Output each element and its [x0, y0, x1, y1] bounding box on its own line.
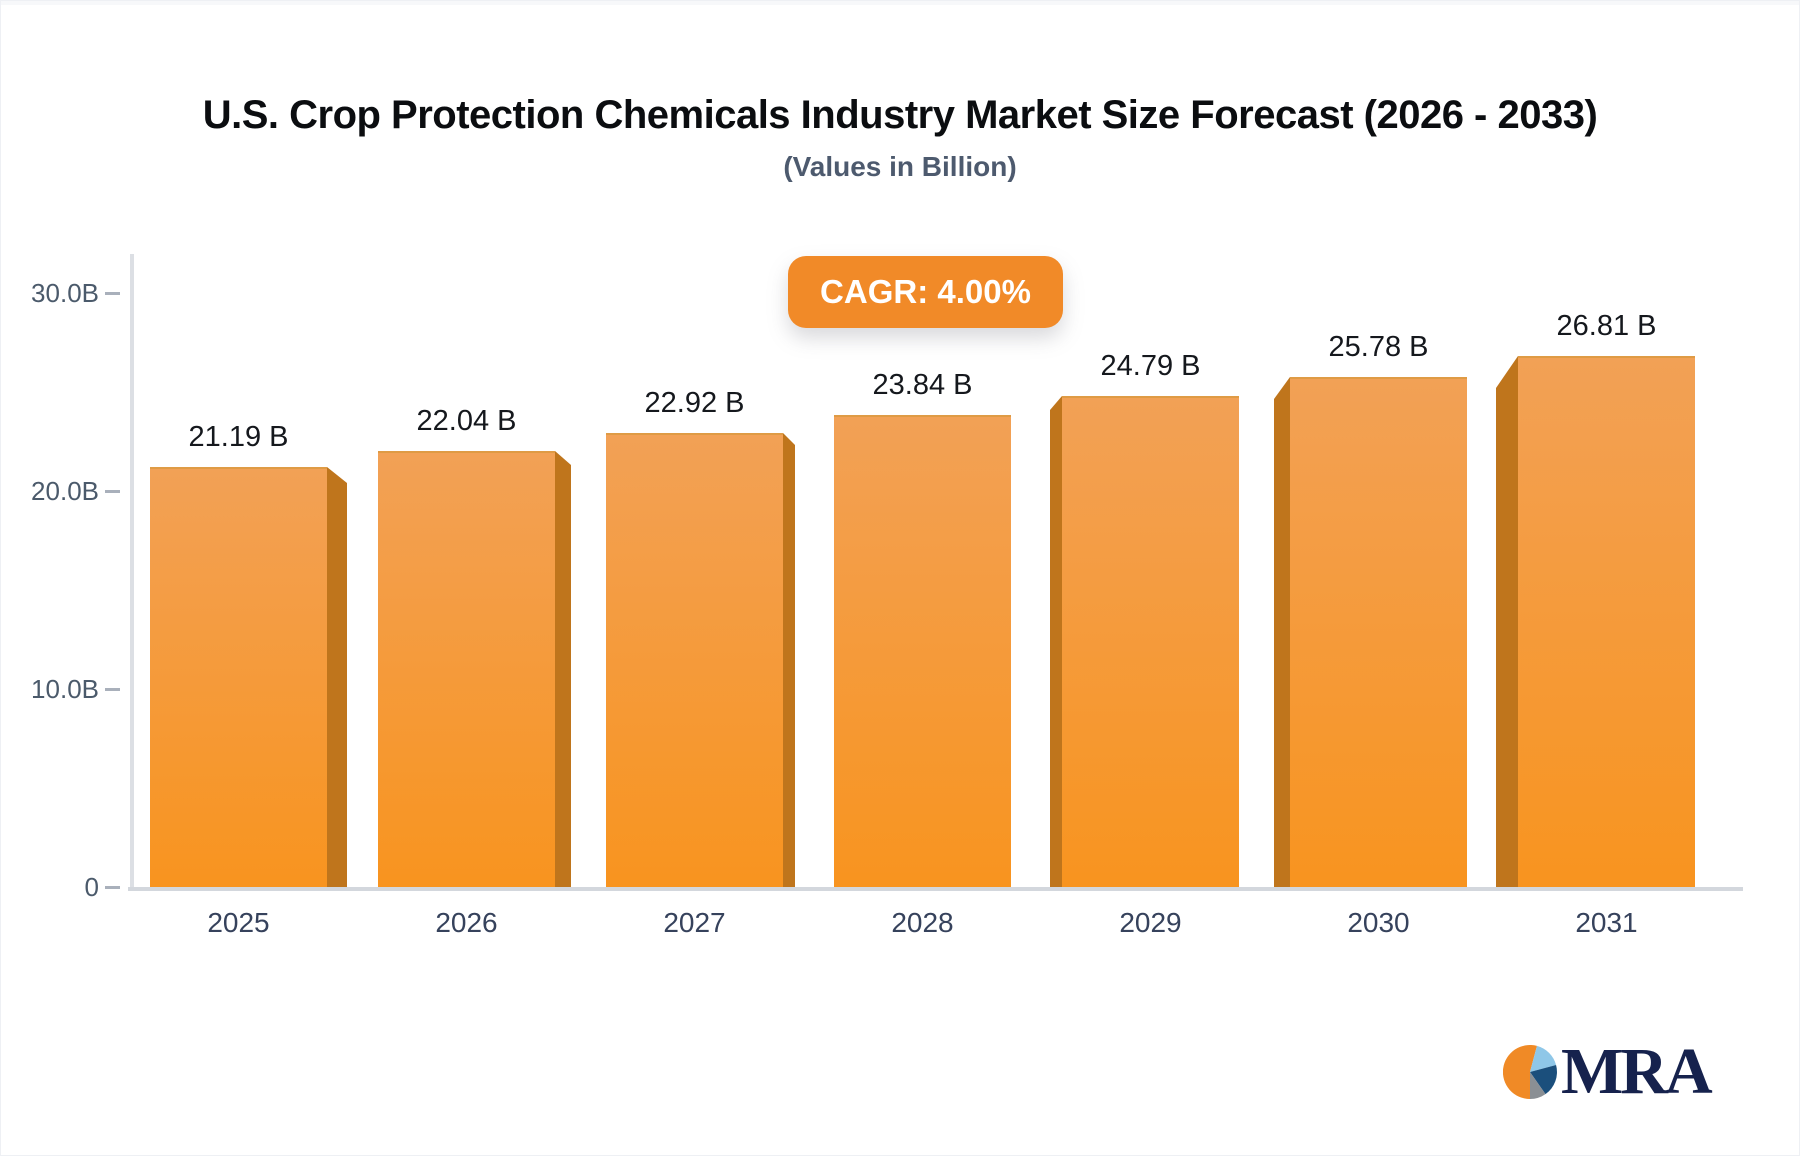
bar-value-label: 22.92 B: [644, 387, 745, 419]
bar-value-label: 21.19 B: [188, 421, 289, 453]
y-axis-line: [130, 254, 134, 887]
chart-title: U.S. Crop Protection Chemicals Industry …: [202, 93, 1598, 137]
bar-value-label: 24.79 B: [1100, 350, 1201, 382]
mra-logo-pie-icon: [1503, 1045, 1557, 1099]
x-axis-baseline: [128, 887, 1743, 891]
cagr-badge: CAGR: 4.00%: [788, 256, 1063, 328]
bar-2028: [834, 415, 1011, 887]
y-tick-label: 30.0B: [31, 278, 99, 308]
x-tick-label: 2030: [1347, 907, 1410, 938]
bar-2031: [1496, 356, 1695, 887]
y-tick-label: 0: [84, 872, 99, 902]
mra-logo-text: MRA: [1561, 1035, 1713, 1108]
x-tick-label: 2029: [1119, 907, 1182, 938]
mra-logo: MRA: [1503, 1035, 1713, 1108]
y-tick-label: 20.0B: [31, 476, 99, 506]
chart-subtitle: (Values in Billion): [783, 151, 1017, 182]
y-tick-dash: [105, 688, 120, 691]
bar-2029: [1050, 396, 1239, 887]
bar-2025: [150, 467, 347, 887]
x-tick-label: 2028: [891, 907, 954, 938]
bar-value-label: 22.04 B: [416, 405, 517, 437]
bar-2026: [378, 451, 571, 887]
y-tick-dash: [105, 886, 120, 889]
bar-value-label: 25.78 B: [1328, 331, 1429, 363]
y-tick-dash: [105, 292, 120, 295]
x-tick-label: 2027: [663, 907, 726, 938]
x-tick-label: 2031: [1575, 907, 1638, 938]
y-tick-dash: [105, 490, 120, 493]
x-tick-label: 2026: [435, 907, 498, 938]
bar-2027: [606, 433, 795, 887]
y-tick-label: 10.0B: [31, 674, 99, 704]
x-tick-label: 2025: [207, 907, 270, 938]
page-top-strip: [1, 1, 1799, 5]
bar-2030: [1274, 377, 1467, 887]
bar-value-label: 26.81 B: [1556, 310, 1657, 342]
bar-value-label: 23.84 B: [872, 369, 973, 401]
